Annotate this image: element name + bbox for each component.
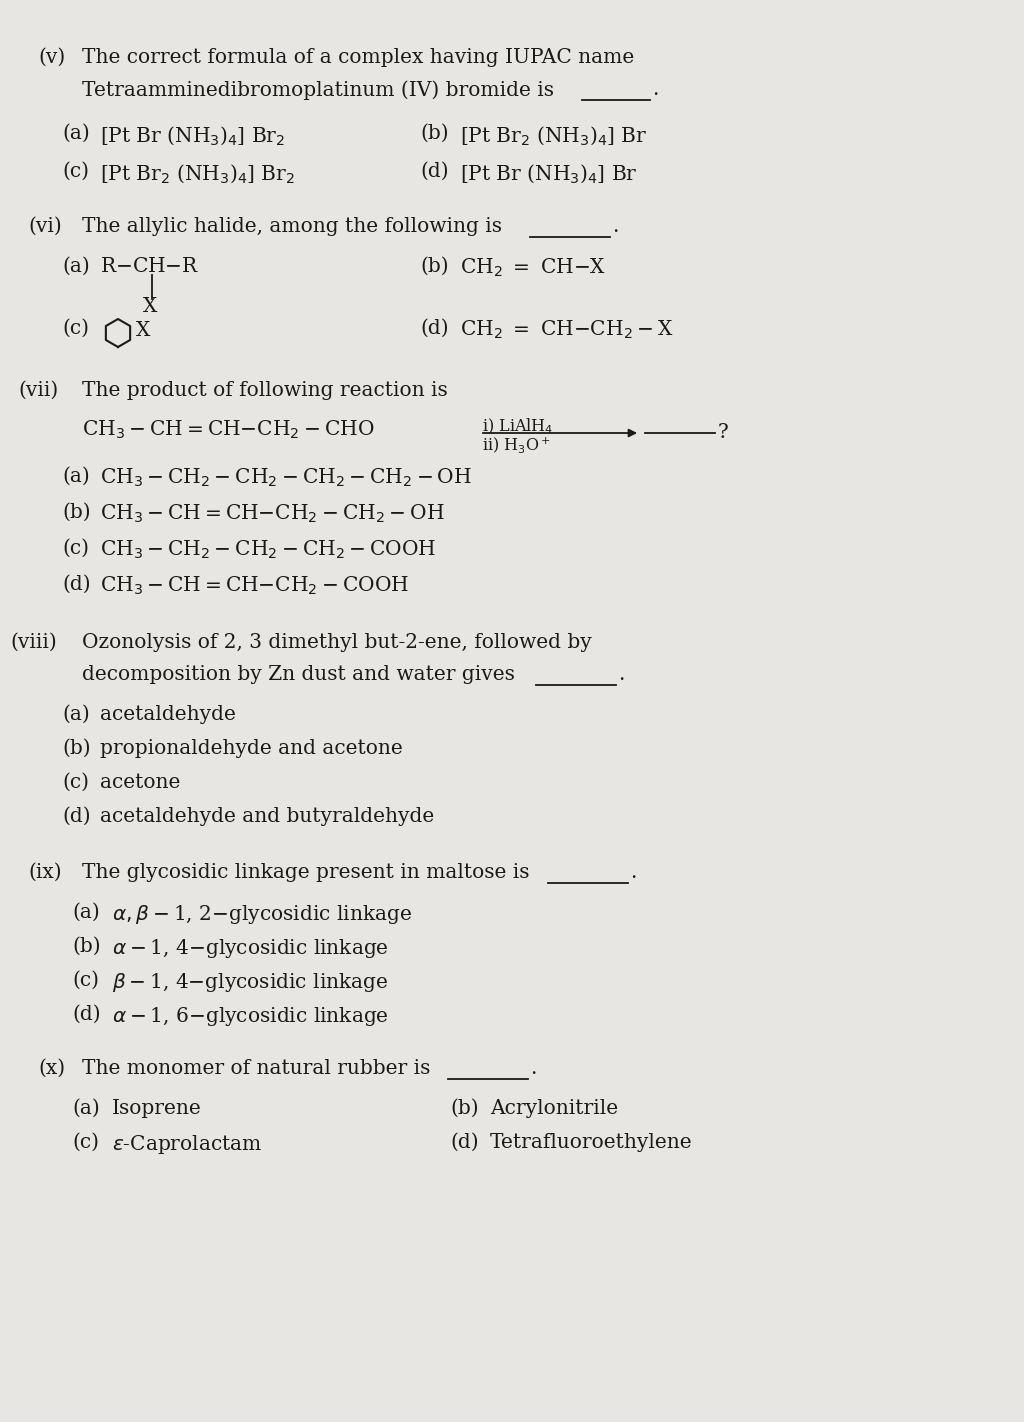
- Text: CH$_2$ $=$ CH$-$CH$_2-$X: CH$_2$ $=$ CH$-$CH$_2-$X: [460, 319, 674, 341]
- Text: $\alpha, \beta-$1, 2$-$glycosidic linkage: $\alpha, \beta-$1, 2$-$glycosidic linkag…: [112, 903, 412, 926]
- Text: (x): (x): [38, 1059, 66, 1078]
- Text: (d): (d): [72, 1005, 100, 1024]
- Text: CH$_3-$CH$=$CH$-$CH$_2-$CH$_2-$OH: CH$_3-$CH$=$CH$-$CH$_2-$CH$_2-$OH: [100, 503, 444, 525]
- Text: .: .: [652, 80, 658, 100]
- Text: (c): (c): [62, 319, 89, 338]
- Text: (c): (c): [62, 539, 89, 557]
- Text: Acrylonitrile: Acrylonitrile: [490, 1099, 618, 1118]
- Text: (d): (d): [420, 162, 449, 181]
- Text: (vi): (vi): [28, 218, 61, 236]
- Text: $\alpha-$1, 6$-$glycosidic linkage: $\alpha-$1, 6$-$glycosidic linkage: [112, 1005, 389, 1028]
- Text: R$-$CH$-$R: R$-$CH$-$R: [100, 257, 200, 276]
- Text: (b): (b): [420, 257, 449, 276]
- Text: [Pt Br (NH$_3$)$_4$] Br$_2$: [Pt Br (NH$_3$)$_4$] Br$_2$: [100, 124, 286, 146]
- Text: Isoprene: Isoprene: [112, 1099, 202, 1118]
- Text: CH$_3-$CH$_2-$CH$_2-$CH$_2-$CH$_2-$OH: CH$_3-$CH$_2-$CH$_2-$CH$_2-$CH$_2-$OH: [100, 466, 472, 489]
- Text: (a): (a): [72, 1099, 99, 1118]
- Text: (ix): (ix): [28, 863, 61, 882]
- Text: (b): (b): [420, 124, 449, 144]
- Text: $\alpha-$1, 4$-$glycosidic linkage: $\alpha-$1, 4$-$glycosidic linkage: [112, 937, 389, 960]
- Text: The glycosidic linkage present in maltose is: The glycosidic linkage present in maltos…: [82, 863, 529, 882]
- Text: propionaldehyde and acetone: propionaldehyde and acetone: [100, 739, 402, 758]
- Text: .: .: [612, 218, 618, 236]
- Text: .: .: [630, 863, 636, 882]
- Text: The monomer of natural rubber is: The monomer of natural rubber is: [82, 1059, 430, 1078]
- Text: [Pt Br$_2$ (NH$_3$)$_4$] Br: [Pt Br$_2$ (NH$_3$)$_4$] Br: [460, 124, 647, 146]
- Text: (c): (c): [72, 1133, 99, 1152]
- Text: (d): (d): [62, 808, 91, 826]
- Text: (b): (b): [450, 1099, 478, 1118]
- Text: (a): (a): [62, 705, 90, 724]
- Text: (a): (a): [62, 257, 90, 276]
- Text: (viii): (viii): [10, 633, 56, 653]
- Text: acetone: acetone: [100, 774, 180, 792]
- Text: (c): (c): [62, 774, 89, 792]
- Text: [Pt Br$_2$ (NH$_3$)$_4$] Br$_2$: [Pt Br$_2$ (NH$_3$)$_4$] Br$_2$: [100, 162, 295, 185]
- Text: (a): (a): [72, 903, 99, 921]
- Text: The correct formula of a complex having IUPAC name: The correct formula of a complex having …: [82, 48, 634, 67]
- Text: (d): (d): [420, 319, 449, 338]
- Text: (a): (a): [62, 124, 90, 144]
- Text: Tetrafluoroethylene: Tetrafluoroethylene: [490, 1133, 692, 1152]
- Text: (c): (c): [62, 162, 89, 181]
- Text: (b): (b): [62, 503, 91, 522]
- Text: ii) H$_3$O$^+$: ii) H$_3$O$^+$: [482, 435, 551, 455]
- Text: ?: ?: [718, 422, 729, 442]
- Text: (v): (v): [38, 48, 66, 67]
- Text: .: .: [618, 665, 625, 684]
- Text: (a): (a): [62, 466, 90, 486]
- Text: (b): (b): [72, 937, 100, 956]
- Text: (d): (d): [62, 574, 91, 594]
- Text: $\beta-$1, 4$-$glycosidic linkage: $\beta-$1, 4$-$glycosidic linkage: [112, 971, 388, 994]
- Text: The allylic halide, among the following is: The allylic halide, among the following …: [82, 218, 502, 236]
- Text: decomposition by Zn dust and water gives: decomposition by Zn dust and water gives: [82, 665, 515, 684]
- Text: (d): (d): [450, 1133, 478, 1152]
- Text: X: X: [136, 321, 151, 340]
- Text: .: .: [530, 1059, 537, 1078]
- Text: i) LiAlH$_4$: i) LiAlH$_4$: [482, 417, 553, 437]
- Text: CH$_3-$CH$=$CH$-$CH$_2-$CHO: CH$_3-$CH$=$CH$-$CH$_2-$CHO: [82, 419, 375, 441]
- Text: Tetraamminedibromoplatinum (IV) bromide is: Tetraamminedibromoplatinum (IV) bromide …: [82, 80, 554, 100]
- Text: acetaldehyde: acetaldehyde: [100, 705, 236, 724]
- Text: (c): (c): [72, 971, 99, 990]
- Text: CH$_2$ $=$ CH$-$X: CH$_2$ $=$ CH$-$X: [460, 257, 606, 279]
- Text: [Pt Br (NH$_3$)$_4$] Br: [Pt Br (NH$_3$)$_4$] Br: [460, 162, 638, 185]
- Text: (vii): (vii): [18, 381, 58, 400]
- Text: (b): (b): [62, 739, 91, 758]
- Text: CH$_3-$CH$_2-$CH$_2-$CH$_2-$COOH: CH$_3-$CH$_2-$CH$_2-$CH$_2-$COOH: [100, 539, 436, 562]
- Text: X: X: [143, 297, 158, 316]
- Text: acetaldehyde and butyraldehyde: acetaldehyde and butyraldehyde: [100, 808, 434, 826]
- Text: $\varepsilon$-Caprolactam: $\varepsilon$-Caprolactam: [112, 1133, 262, 1156]
- Text: Ozonolysis of 2, 3 dimethyl but-2-ene, followed by: Ozonolysis of 2, 3 dimethyl but-2-ene, f…: [82, 633, 592, 653]
- Text: The product of following reaction is: The product of following reaction is: [82, 381, 447, 400]
- Text: CH$_3-$CH$=$CH$-$CH$_2-$COOH: CH$_3-$CH$=$CH$-$CH$_2-$COOH: [100, 574, 409, 597]
